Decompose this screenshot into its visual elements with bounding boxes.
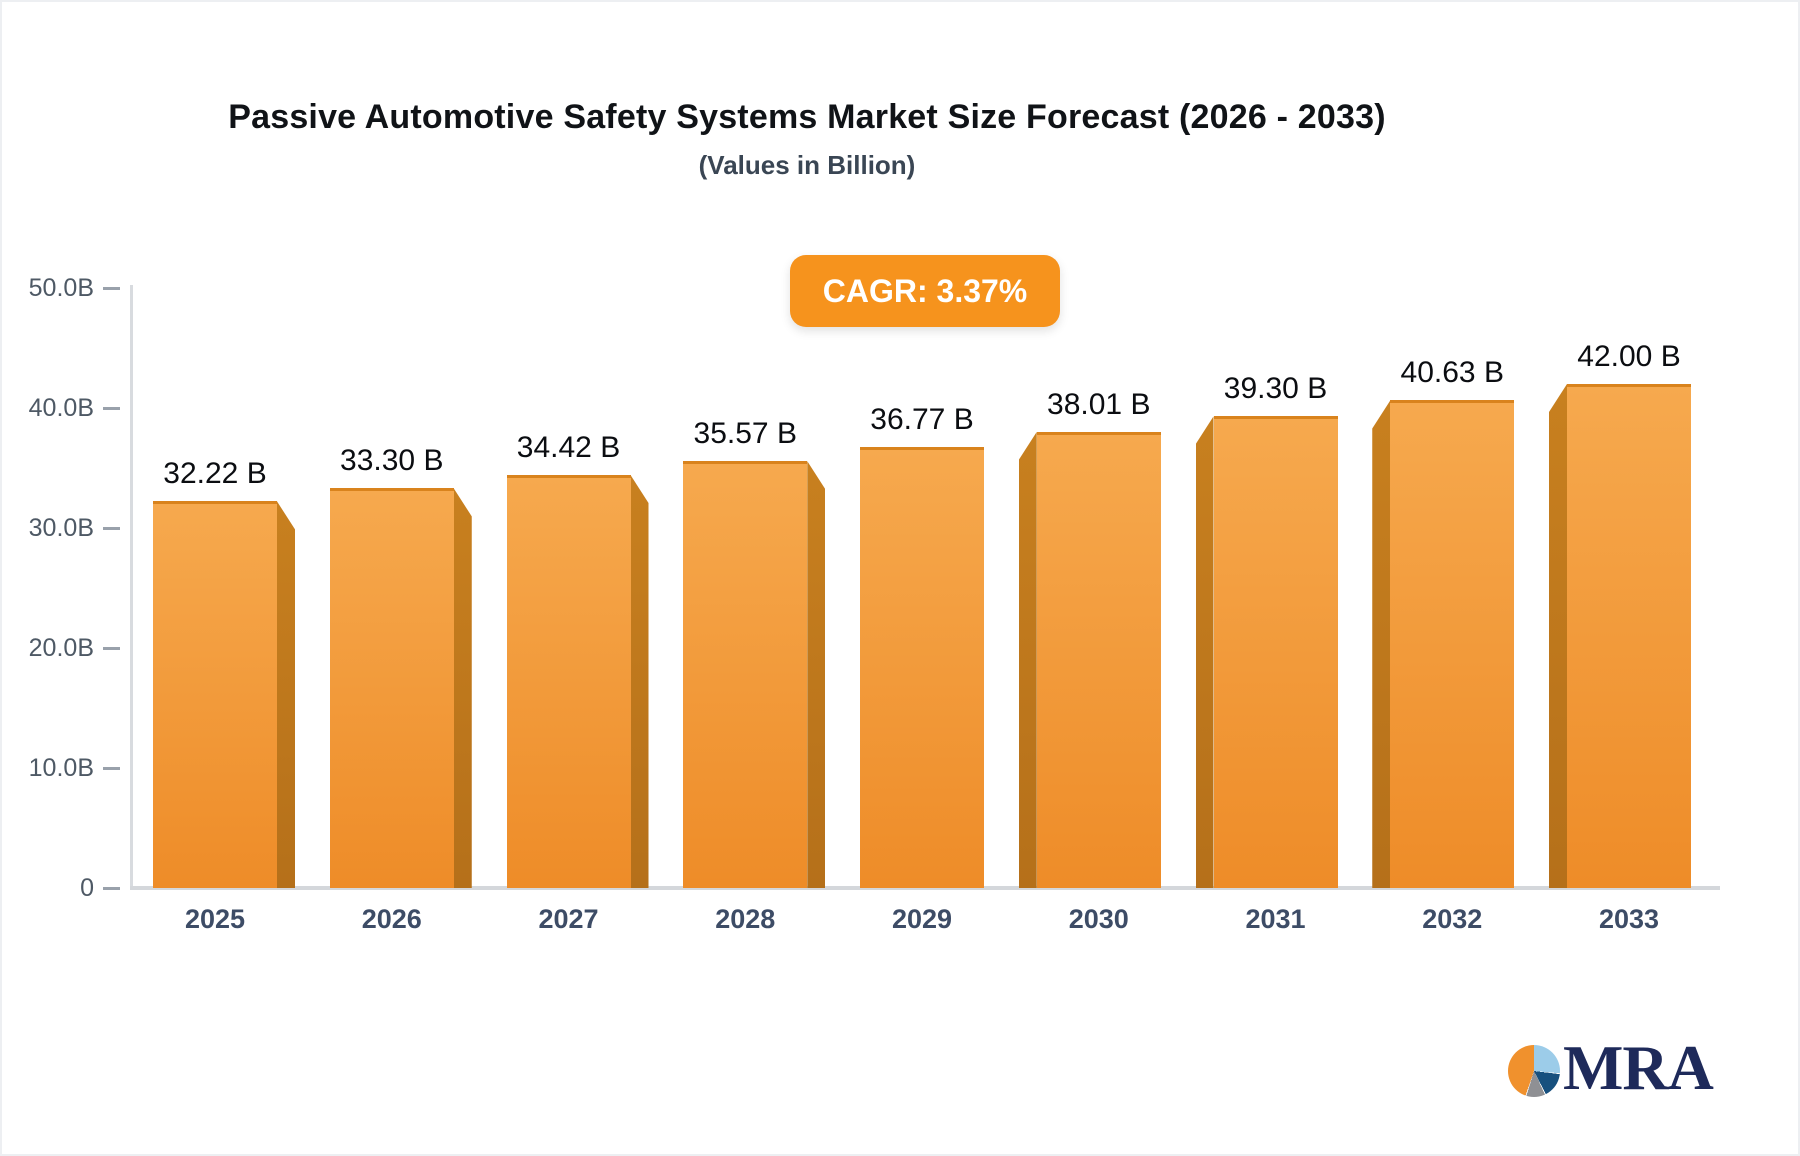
bar-value-label-2026: 33.30 B (340, 444, 444, 478)
bar-value-label-2033: 42.00 B (1577, 340, 1681, 373)
brand-logo: MRA (1508, 1032, 1714, 1103)
y-axis-label-10.0B: 10.0B (28, 754, 94, 782)
bar-group-2033[interactable]: 42.00 B 2033 (1549, 2, 1691, 934)
x-axis-label-2027: 2027 (538, 904, 599, 934)
bar-face (153, 501, 277, 888)
bar-face (683, 461, 808, 888)
y-axis-tick (103, 647, 120, 650)
x-axis-label-2033: 2033 (1598, 904, 1660, 934)
bar-face (1390, 400, 1515, 888)
y-axis-label-40.0B: 40.0B (28, 394, 94, 422)
bar-side-face (1372, 400, 1391, 888)
bar-side-face (1195, 416, 1214, 888)
cagr-badge: CAGR: 3.37% (790, 255, 1060, 327)
bar-side-face (453, 488, 472, 888)
chart-subtitle: (Values in Billion) (698, 150, 916, 180)
bar-face (329, 488, 454, 888)
bar-value-label-2030: 38.01 B (1047, 387, 1151, 421)
x-axis-label-2031: 2031 (1245, 904, 1306, 934)
pie-chart-logo-icon (1508, 1045, 1560, 1097)
brand-logo-text: MRA (1563, 1032, 1714, 1103)
bar-value-label-2027: 34.42 B (516, 430, 621, 464)
y-axis-tick (103, 767, 120, 770)
bar-group-2026[interactable]: 33.30 B 2026 (329, 2, 472, 934)
bar-value-label-2028: 35.57 B (693, 417, 797, 451)
bar-group-2029[interactable]: 36.77 B 2029 (860, 2, 984, 934)
bar-value-label-2031: 39.30 B (1223, 372, 1328, 406)
bar-group-2032[interactable]: 40.63 B 2032 (1372, 2, 1515, 934)
y-axis-tick (103, 407, 120, 410)
bar-side-face (630, 474, 649, 888)
bar-face (1567, 384, 1691, 888)
bar-group-2027[interactable]: 34.42 B 2027 (506, 2, 649, 934)
y-axis-label-20.0B: 20.0B (28, 634, 94, 662)
x-axis-label-2028: 2028 (715, 904, 776, 934)
bar-face (1213, 416, 1338, 888)
bar-side-face (277, 501, 295, 888)
x-axis-label-2025: 2025 (184, 904, 246, 934)
bar-group-2028[interactable]: 35.57 B 2028 (683, 2, 826, 934)
bar-side-face (807, 461, 826, 888)
x-axis-label-2032: 2032 (1422, 904, 1483, 934)
y-axis-tick (103, 287, 120, 290)
y-axis-tick (103, 887, 120, 890)
bar-face (860, 446, 984, 888)
y-axis-line (130, 285, 133, 889)
x-axis-label-2026: 2026 (361, 904, 422, 934)
bar-value-label-2029: 36.77 B (870, 402, 974, 436)
bar-group-2025[interactable]: 32.22 B 2025 (153, 2, 295, 934)
x-axis-line (130, 886, 1720, 890)
y-axis-label-0: 0 (80, 874, 94, 902)
bar-face (506, 474, 631, 888)
bar-value-label-2025: 32.22 B (163, 457, 267, 491)
bar-value-label-2032: 40.63 B (1400, 356, 1504, 390)
bar-side-face (1549, 384, 1567, 888)
y-axis-label-50.0B: 50.0B (28, 274, 94, 302)
bar-group-2030[interactable]: 38.01 B 2030 (1018, 2, 1161, 934)
x-axis-label-2030: 2030 (1068, 904, 1129, 934)
chart-title: Passive Automotive Safety Systems Market… (228, 98, 1386, 136)
y-axis-label-30.0B: 30.0B (28, 514, 94, 542)
bar-side-face (1018, 431, 1037, 888)
bar-face (1036, 431, 1161, 888)
y-axis-tick (103, 527, 120, 530)
bar-group-2031[interactable]: 39.30 B 2031 (1195, 2, 1338, 934)
x-axis-label-2029: 2029 (891, 904, 953, 934)
